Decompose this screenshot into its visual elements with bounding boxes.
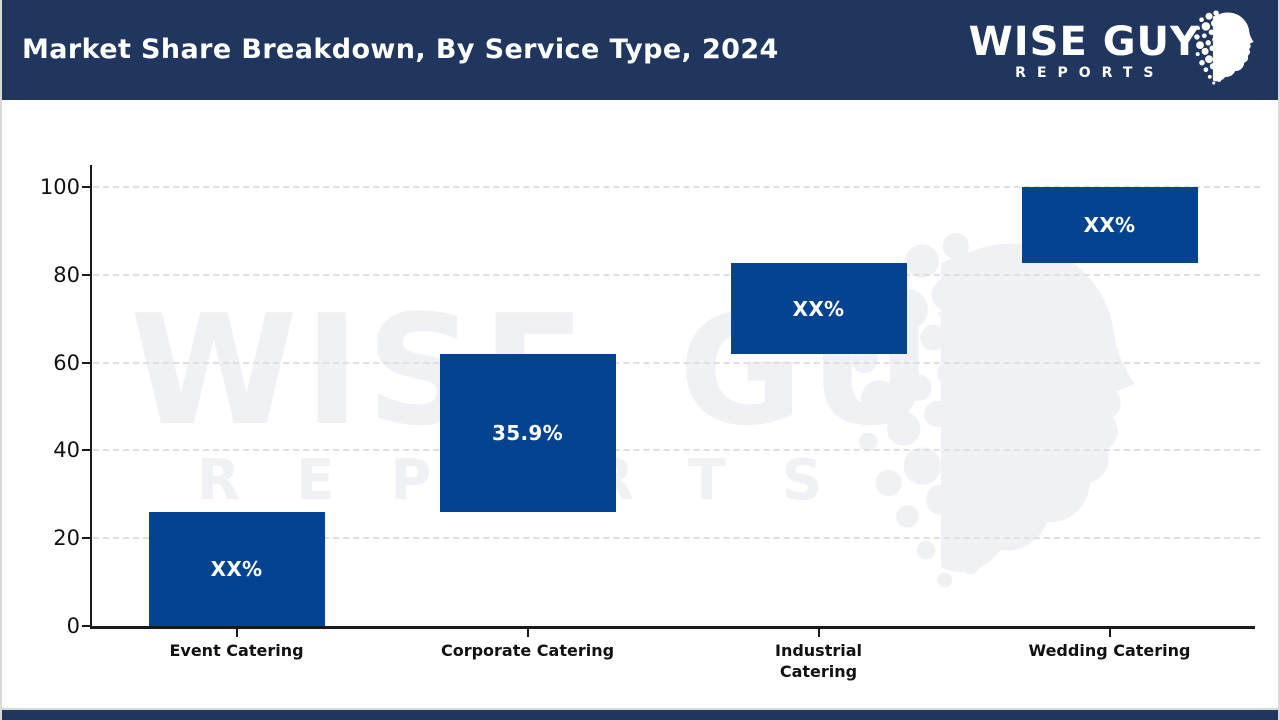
gridline-40 (93, 449, 1260, 452)
bar-value-label: XX% (1083, 212, 1136, 237)
gridline-80 (93, 273, 1260, 276)
bar-value-label: 35.9% (492, 421, 563, 446)
gridline-20 (93, 537, 1260, 540)
y-tick-mark (82, 273, 91, 276)
y-tick-label: 100 (39, 175, 80, 199)
header-bar: Market Share Breakdown, By Service Type,… (2, 0, 1278, 100)
chart-bar-4: XX% (1021, 187, 1198, 263)
gridline-60 (93, 361, 1260, 364)
y-tick-mark (82, 186, 91, 188)
y-tick-mark (82, 625, 91, 627)
y-axis-line (90, 165, 92, 629)
chart-bar-3: XX% (730, 262, 907, 355)
gridline-100 (93, 186, 1260, 188)
y-tick-label: 60 (53, 350, 80, 375)
footer-bar (2, 710, 1278, 720)
logo-wordmark: WISE GUY (968, 19, 1200, 65)
chart-bar-2: 35.9% (439, 354, 616, 512)
y-tick-label: 40 (53, 438, 80, 463)
x-category-label: Wedding Catering (1028, 641, 1191, 660)
x-tick-mark (526, 629, 529, 637)
bar-value-label: XX% (792, 296, 845, 321)
chart-bar-1: XX% (148, 511, 325, 626)
x-tick-mark (817, 629, 820, 637)
y-tick-mark (82, 361, 91, 364)
logo-subtitle: REPORTS (1015, 65, 1165, 81)
x-axis-line (90, 626, 1255, 629)
wise-guy-logo: WISE GUY REPORTS (969, 8, 1270, 94)
x-category-label: Corporate Catering (440, 641, 615, 660)
x-tick-mark (1108, 629, 1111, 637)
chart-title: Market Share Breakdown, By Service Type,… (22, 34, 779, 65)
y-tick-mark (82, 449, 91, 452)
y-tick-label: 20 (53, 526, 80, 551)
bar-value-label: XX% (210, 556, 263, 581)
x-category-label: Industrial Catering (774, 641, 863, 681)
x-category-label: Event Catering (169, 641, 304, 660)
y-tick-mark (82, 537, 91, 540)
x-tick-mark (235, 629, 238, 637)
logo-dotted-head-icon (1194, 10, 1254, 85)
y-tick-label: 0 (66, 614, 80, 638)
y-tick-label: 80 (53, 262, 80, 287)
